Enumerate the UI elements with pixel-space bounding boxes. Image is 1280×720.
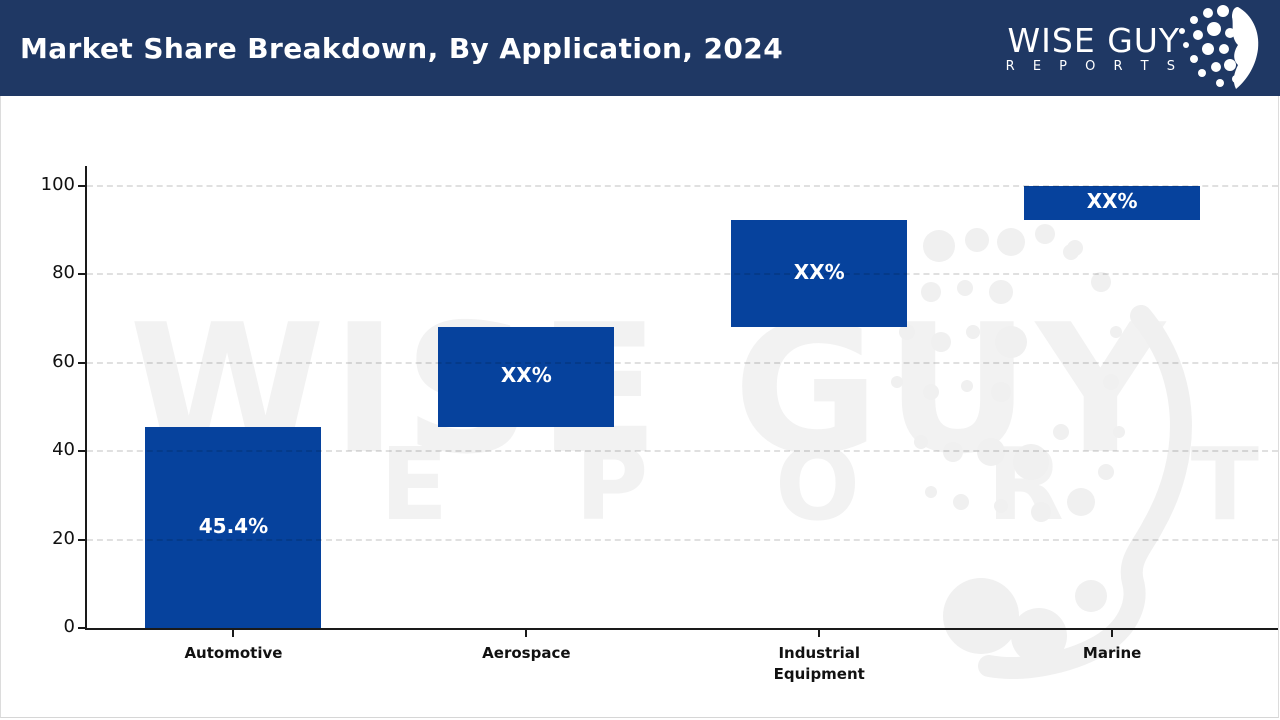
x-tick-mark [818, 630, 821, 637]
y-tick-label: 80 [52, 262, 75, 284]
bar-segment-marine [1024, 186, 1201, 221]
y-tick-label: 20 [52, 527, 75, 549]
report-header: Market Share Breakdown, By Application, … [0, 0, 1280, 96]
bar-value-label: XX% [500, 363, 552, 388]
y-tick-mark [78, 185, 87, 187]
y-tick-label: 40 [52, 439, 75, 461]
grid-line [87, 185, 1278, 187]
x-tick-mark [232, 630, 235, 637]
page-title: Market Share Breakdown, By Application, … [20, 31, 784, 65]
logo-reports-text: R E P O R T S [1005, 58, 1182, 74]
grid-line [87, 361, 1278, 364]
x-category-label: Industrial Equipment [773, 644, 865, 683]
bar-value-label: XX% [793, 259, 845, 284]
y-tick-mark [78, 273, 87, 276]
bar-value-label: 45.4% [198, 513, 269, 538]
bar-value-label: XX% [1086, 189, 1138, 214]
x-tick-mark [525, 630, 528, 637]
y-tick-mark [78, 361, 87, 364]
grid-line [87, 273, 1278, 276]
x-category-label: Aerospace [482, 644, 571, 662]
chart-region: WISE GUY R E P O R T S 02040608010045.4%… [0, 96, 1280, 718]
bar-segment-aerospace [438, 327, 615, 428]
watermark-face-graphic [891, 224, 1192, 679]
wiseguy-logo: WISE GUY R E P O R T S [1006, 5, 1260, 91]
logo-face-icon [1179, 5, 1259, 89]
y-tick-mark [78, 627, 87, 629]
watermark-text-line2: R E P O R T S [176, 426, 1280, 543]
x-axis-line [85, 628, 1278, 630]
x-category-label: Marine [1082, 644, 1142, 662]
y-tick-label: 60 [52, 350, 75, 372]
y-axis-line [85, 166, 87, 630]
bar-segment-industrial-equipment [731, 220, 908, 328]
x-tick-mark [1111, 630, 1114, 637]
logo-text: WISE GUY R E P O R T S [1006, 24, 1182, 73]
y-tick-label: 100 [40, 174, 75, 195]
logo-wise-guy-text: WISE GUY [1007, 20, 1181, 60]
x-category-label: Automotive [184, 644, 283, 662]
y-tick-mark [78, 538, 87, 541]
grid-line [87, 538, 1278, 541]
y-tick-mark [78, 450, 87, 453]
bar-segment-automotive [145, 427, 322, 628]
y-tick-label: 0 [63, 616, 75, 637]
grid-line [87, 450, 1278, 453]
